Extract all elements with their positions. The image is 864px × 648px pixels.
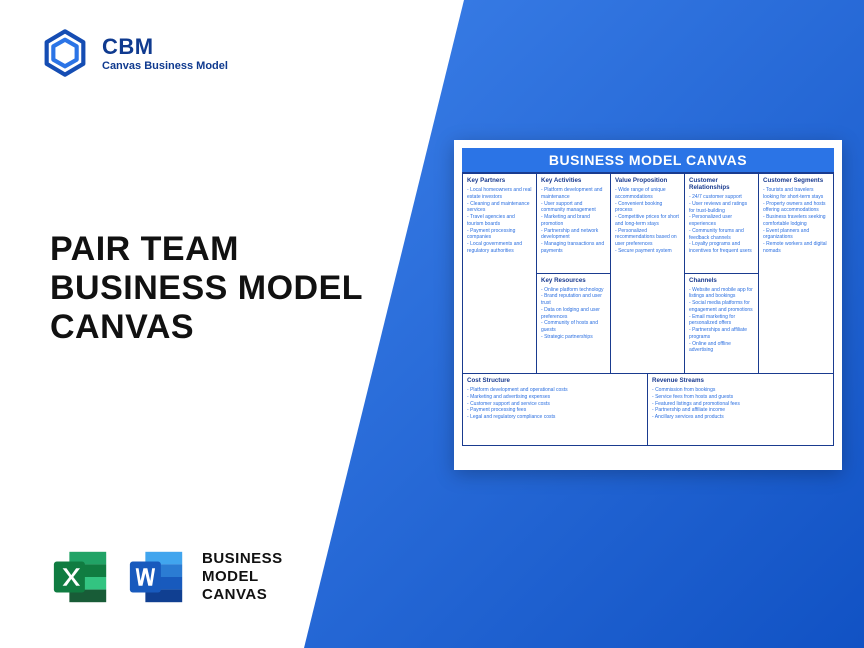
items-cost-structure: Platform development and operational cos… xyxy=(467,387,643,421)
bottom-line-2: MODEL xyxy=(202,568,283,586)
header-key-activities: Key Activities xyxy=(541,177,606,184)
items-key-resources: Online platform technologyBrand reputati… xyxy=(541,287,606,341)
brand-tagline: Canvas Business Model xyxy=(102,60,228,72)
header-key-partners: Key Partners xyxy=(467,177,532,184)
items-customer-relationships: 24/7 customer supportUser reviews and ra… xyxy=(689,194,754,255)
items-revenue-streams: Commission from bookingsService fees fro… xyxy=(652,387,829,421)
header-value-proposition: Value Proposition xyxy=(615,177,680,184)
top-logo: CBM Canvas Business Model xyxy=(40,28,228,78)
items-key-activities: Platform development and maintenanceUser… xyxy=(541,187,606,255)
brand-name: CBM xyxy=(102,34,228,60)
bottom-line-3: CANVAS xyxy=(202,586,283,604)
cell-cost-structure: Cost Structure Platform development and … xyxy=(463,373,648,445)
header-key-resources: Key Resources xyxy=(541,277,606,284)
header-customer-segments: Customer Segments xyxy=(763,177,829,184)
canvas-grid: Key Partners Local homeowners and real e… xyxy=(462,172,834,446)
items-key-partners: Local homeowners and real estate investo… xyxy=(467,187,532,255)
header-cost-structure: Cost Structure xyxy=(467,377,643,384)
cell-key-resources: Key Resources Online platform technology… xyxy=(537,274,610,374)
cell-value-proposition: Value Proposition Wide range of unique a… xyxy=(611,173,685,373)
header-channels: Channels xyxy=(689,277,754,284)
cell-key-activities: Key Activities Platform development and … xyxy=(537,174,610,274)
col-activities-resources: Key Activities Platform development and … xyxy=(537,173,611,373)
col-relationships-channels: Customer Relationships 24/7 customer sup… xyxy=(685,173,759,373)
cell-key-partners: Key Partners Local homeowners and real e… xyxy=(463,173,537,373)
cell-customer-segments: Customer Segments Tourists and travelers… xyxy=(759,173,833,373)
excel-icon xyxy=(50,546,112,608)
canvas-preview: BUSINESS MODEL CANVAS Key Partners Local… xyxy=(454,140,842,470)
header-customer-relationships: Customer Relationships xyxy=(689,177,754,191)
bottom-icons: BUSINESS MODEL CANVAS xyxy=(50,546,283,608)
canvas-top-row: Key Partners Local homeowners and real e… xyxy=(463,173,833,373)
logo-text: CBM Canvas Business Model xyxy=(102,34,228,72)
page-title: PAIR TEAM BUSINESS MODEL CANVAS xyxy=(50,230,363,347)
items-channels: Website and mobile app for listings and … xyxy=(689,287,754,355)
bottom-label: BUSINESS MODEL CANVAS xyxy=(202,550,283,604)
items-customer-segments: Tourists and travelers looking for short… xyxy=(763,187,829,255)
canvas-bottom-row: Cost Structure Platform development and … xyxy=(463,373,833,445)
canvas-title: BUSINESS MODEL CANVAS xyxy=(462,148,834,172)
header-revenue-streams: Revenue Streams xyxy=(652,377,829,384)
title-line-3: CANVAS xyxy=(50,308,363,347)
word-icon xyxy=(126,546,188,608)
cbm-logo-icon xyxy=(40,28,90,78)
title-line-1: PAIR TEAM xyxy=(50,230,363,269)
cell-customer-relationships: Customer Relationships 24/7 customer sup… xyxy=(685,174,758,274)
title-line-2: BUSINESS MODEL xyxy=(50,269,363,308)
bottom-line-1: BUSINESS xyxy=(202,550,283,568)
cell-revenue-streams: Revenue Streams Commission from bookings… xyxy=(648,373,833,445)
cell-channels: Channels Website and mobile app for list… xyxy=(685,274,758,374)
items-value-proposition: Wide range of unique accommodationsConve… xyxy=(615,187,680,255)
